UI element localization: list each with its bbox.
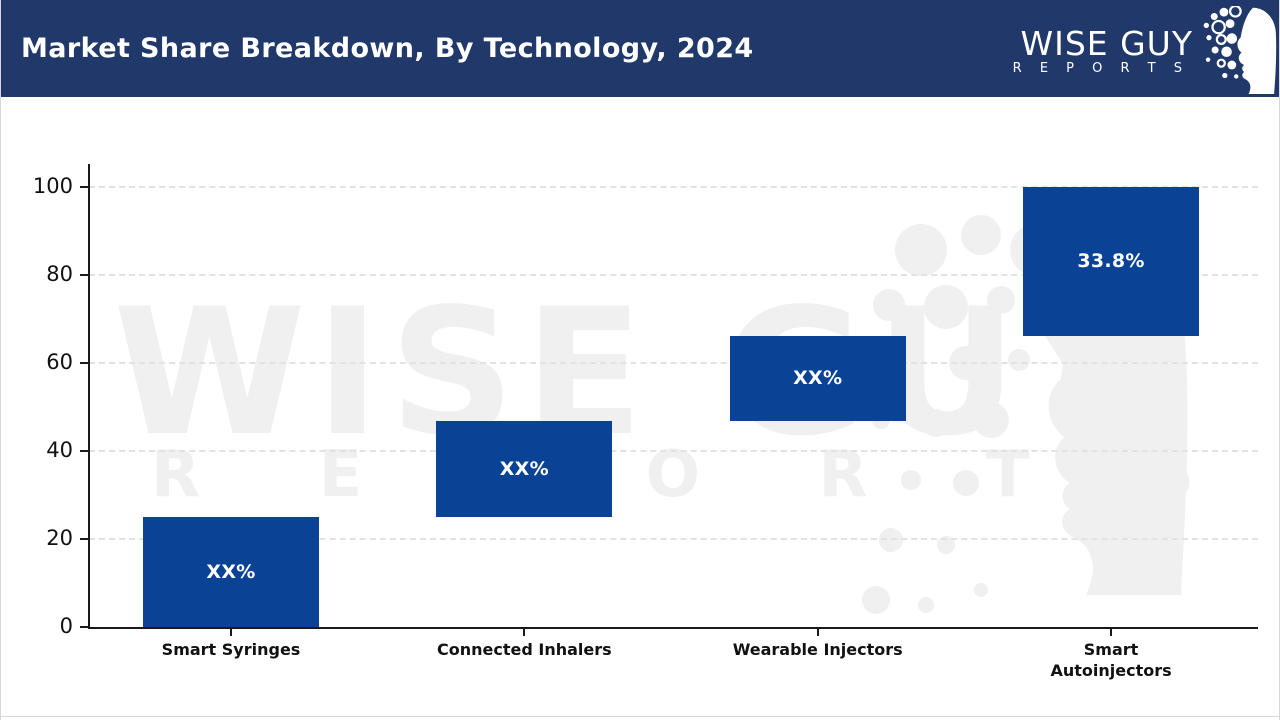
gridline [89, 186, 1258, 188]
bar-value-label: 33.8% [1077, 250, 1145, 273]
x-tick-mark [523, 629, 526, 636]
card-bottom-border [1, 716, 1279, 717]
y-tick-mark [80, 626, 89, 628]
bar-connected-inhalers: XX% [436, 420, 613, 517]
x-axis-label-3: Wearable Injectors [732, 640, 903, 659]
x-tick-mark [1110, 629, 1113, 636]
logo-head-icon [1203, 6, 1277, 94]
bar-value-label: XX% [499, 457, 549, 480]
y-tick-label: 80 [46, 262, 73, 286]
x-axis-label-1: Smart Syringes [161, 640, 301, 659]
bar-value-label: XX% [793, 367, 843, 390]
bar-smart-autoinjectors: 33.8% [1023, 187, 1200, 336]
x-axis-label-2: Connected Inhalers [437, 640, 612, 659]
logo-reports-text: R E P O R T S [1012, 61, 1189, 76]
y-tick-mark [80, 186, 89, 188]
logo-wordmark: WISE GUY [1020, 24, 1193, 63]
y-tick-label: 100 [32, 174, 73, 198]
x-axis-line [88, 627, 1258, 629]
bar-wearable-injectors: XX% [729, 335, 906, 421]
y-tick-mark [80, 450, 89, 452]
y-tick-mark [80, 538, 89, 540]
gridline [89, 538, 1258, 540]
gridline [89, 274, 1258, 276]
x-axis-label-4: Smart Autoinjectors [1050, 640, 1172, 680]
bar-smart-syringes: XX% [143, 517, 319, 627]
gridline [89, 450, 1258, 452]
gridline [89, 362, 1258, 364]
y-tick-mark [80, 362, 89, 364]
y-axis-line [88, 164, 90, 629]
y-tick-label: 0 [59, 614, 73, 638]
y-tick-label: 60 [46, 350, 73, 374]
y-tick-label: 20 [46, 526, 73, 550]
watermark-wordmark: WISE GUY [113, 272, 1163, 475]
x-tick-mark [230, 629, 232, 636]
x-tick-mark [816, 629, 819, 636]
chart-title: Market Share Breakdown, By Technology, 2… [21, 33, 754, 64]
y-tick-mark [80, 274, 89, 276]
wiseguy-logo: WISE GUY R E P O R T S [1013, 0, 1279, 97]
y-tick-label: 40 [46, 438, 73, 462]
bar-value-label: XX% [206, 561, 256, 583]
header-band: Market Share Breakdown, By Technology, 2… [1, 0, 1279, 97]
